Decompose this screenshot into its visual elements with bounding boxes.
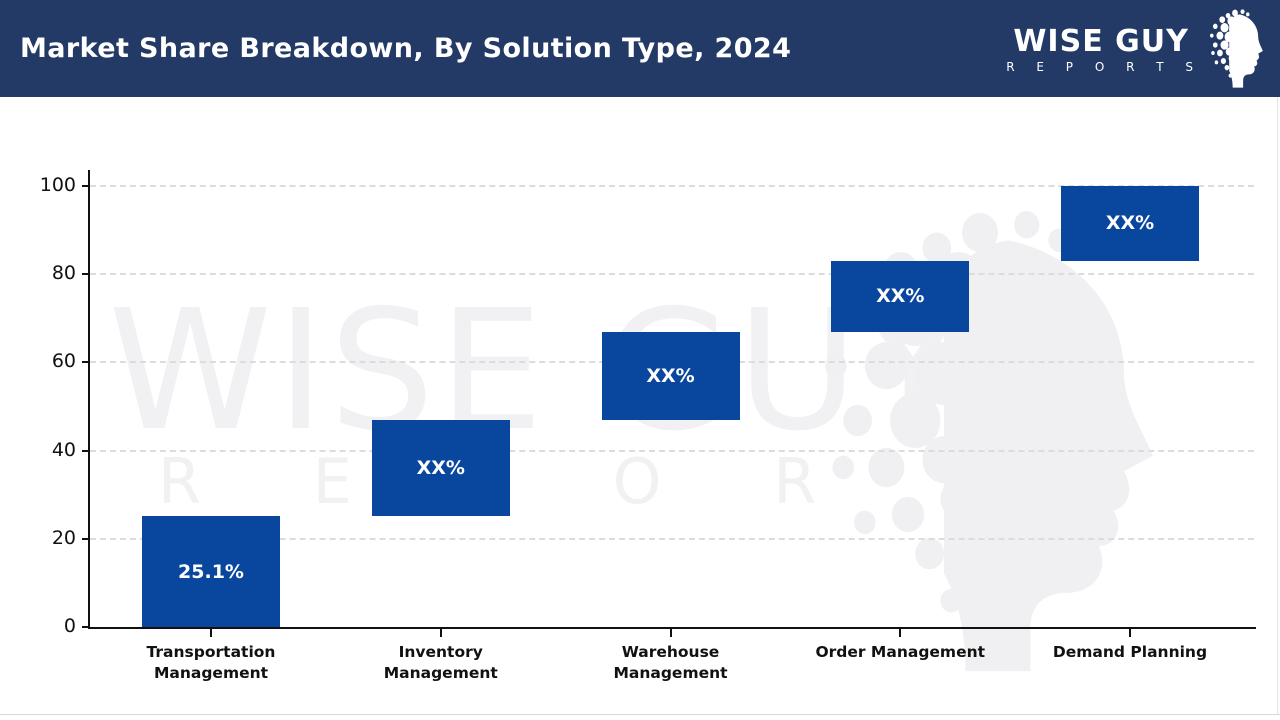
x-axis-line	[88, 627, 1256, 629]
x-tick-mark	[210, 629, 212, 637]
logo-text: WISE GUY R E P O R T S	[1000, 24, 1202, 74]
bar-5	[1061, 186, 1199, 261]
gridline-40	[90, 449, 1254, 452]
x-tick-mark	[669, 629, 672, 637]
bar-4	[831, 260, 970, 332]
x-category-label: Inventory Management	[383, 643, 498, 682]
y-tick-label: 40	[51, 438, 76, 461]
x-category-label: Warehouse Management	[613, 643, 728, 682]
gridline-20	[90, 537, 1254, 540]
y-tick-mark	[82, 626, 90, 628]
y-tick-mark	[82, 185, 90, 187]
gridline-100	[90, 185, 1254, 187]
x-tick-mark	[899, 629, 902, 637]
y-tick-label: 100	[39, 174, 76, 196]
right-divider	[1277, 97, 1278, 714]
y-axis-line	[88, 170, 90, 629]
bar-3	[601, 331, 740, 420]
x-tick-mark	[1129, 629, 1131, 637]
y-tick-mark	[82, 361, 90, 364]
bottom-divider	[0, 714, 1280, 715]
bar-value-label: XX%	[646, 364, 695, 387]
page-title: Market Share Breakdown, By Solution Type…	[20, 33, 792, 64]
y-tick-label: 80	[51, 262, 76, 285]
gridline-80	[90, 273, 1254, 276]
bar-value-label: XX%	[1105, 212, 1155, 235]
y-tick-label: 20	[51, 526, 76, 549]
chart-canvas: WISE GUY R E P O R T S 0 20 40 60 80 100 25.1%…	[0, 97, 1280, 720]
x-category-label: Demand Planning	[1052, 643, 1208, 661]
bar-value-label: XX%	[416, 457, 465, 480]
x-category-label: Transportation Management	[146, 643, 276, 682]
x-tick-mark	[439, 629, 442, 637]
bar-value-label: XX%	[876, 285, 925, 308]
y-tick-mark	[82, 449, 90, 452]
x-category-label: Order Management	[815, 643, 986, 661]
y-tick-label: 60	[51, 350, 76, 373]
bar-1	[142, 516, 280, 627]
wiseguy-logo: WISE GUY R E P O R T S	[1000, 8, 1264, 90]
bar-value-label: 25.1%	[178, 560, 244, 583]
logo-wordmark: WISE GUY	[1013, 24, 1189, 59]
header-bar: Market Share Breakdown, By Solution Type…	[0, 0, 1280, 97]
y-tick-mark	[82, 537, 90, 540]
bar-2	[371, 419, 510, 517]
y-tick-label: 0	[63, 615, 76, 637]
logo-subtitle: R E P O R T S	[1006, 60, 1202, 74]
y-tick-mark	[82, 273, 90, 276]
